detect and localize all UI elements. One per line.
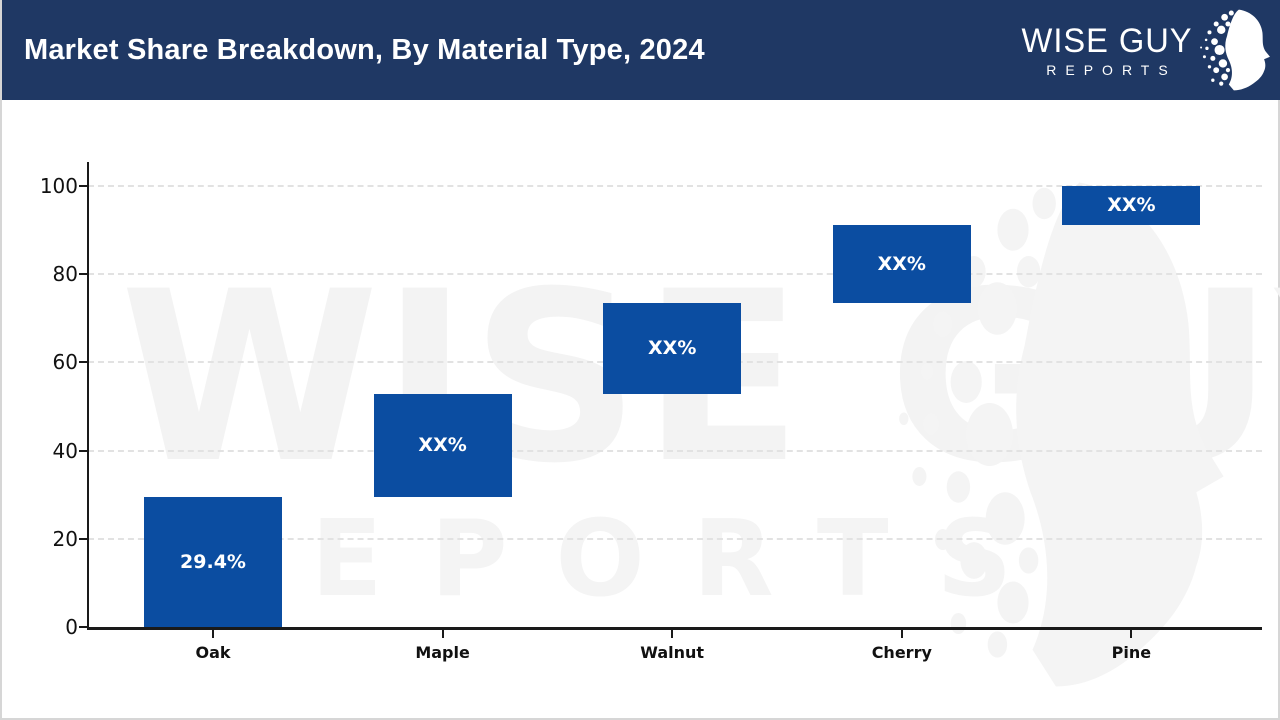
chart-area: WISE GUY REPORTS 02040608010029.4%OakXX%… — [2, 100, 1280, 720]
x-tick-mark — [441, 630, 444, 638]
page-title: Market Share Breakdown, By Material Type… — [24, 33, 705, 66]
gridline — [88, 273, 1262, 276]
category-label: Maple — [415, 643, 470, 662]
x-tick-mark — [212, 630, 214, 638]
y-tick-mark — [79, 626, 87, 628]
bar-label: XX% — [418, 434, 467, 457]
watermark-text-line2: REPORTS — [182, 498, 1061, 620]
bar: 29.4% — [144, 497, 282, 627]
bar-label: 29.4% — [180, 551, 246, 574]
category-label: Pine — [1111, 643, 1152, 662]
y-tick-label: 40 — [52, 438, 78, 463]
x-axis — [87, 627, 1262, 630]
bar-label: XX% — [1107, 194, 1156, 217]
x-tick-mark — [900, 630, 903, 638]
category-label: Oak — [195, 643, 231, 662]
y-tick-label: 100 — [39, 173, 78, 198]
bar: XX% — [1062, 185, 1201, 225]
y-tick-label: 80 — [52, 262, 78, 287]
category-label: Cherry — [871, 643, 932, 662]
header: Market Share Breakdown, By Material Type… — [2, 0, 1280, 100]
logo-text: WISE GUY REPORTS — [1018, 22, 1196, 78]
x-tick-mark — [671, 630, 674, 638]
logo-subtext: REPORTS — [1046, 62, 1177, 78]
y-tick-label: 0 — [65, 615, 78, 639]
y-tick-mark — [79, 449, 87, 452]
gridline — [88, 537, 1262, 540]
x-tick-mark — [1130, 630, 1133, 638]
y-tick-label: 60 — [52, 350, 78, 375]
y-tick-mark — [79, 537, 87, 540]
logo: WISE GUY REPORTS — [1018, 8, 1280, 92]
y-tick-mark — [79, 184, 87, 187]
y-tick-mark — [79, 273, 87, 276]
y-axis — [87, 162, 89, 629]
bar-label: XX% — [877, 252, 926, 275]
logo-wordmark: WISE GUY — [1021, 22, 1193, 60]
head-logo-icon — [1190, 8, 1276, 92]
bar: XX% — [832, 224, 971, 304]
bar: XX% — [373, 393, 512, 498]
y-tick-mark — [79, 361, 87, 364]
gridline — [88, 449, 1262, 452]
y-tick-label: 20 — [52, 526, 78, 551]
category-label: Walnut — [640, 643, 705, 662]
gridline — [88, 184, 1262, 187]
bar: XX% — [603, 303, 742, 394]
bar-label: XX% — [648, 337, 697, 360]
